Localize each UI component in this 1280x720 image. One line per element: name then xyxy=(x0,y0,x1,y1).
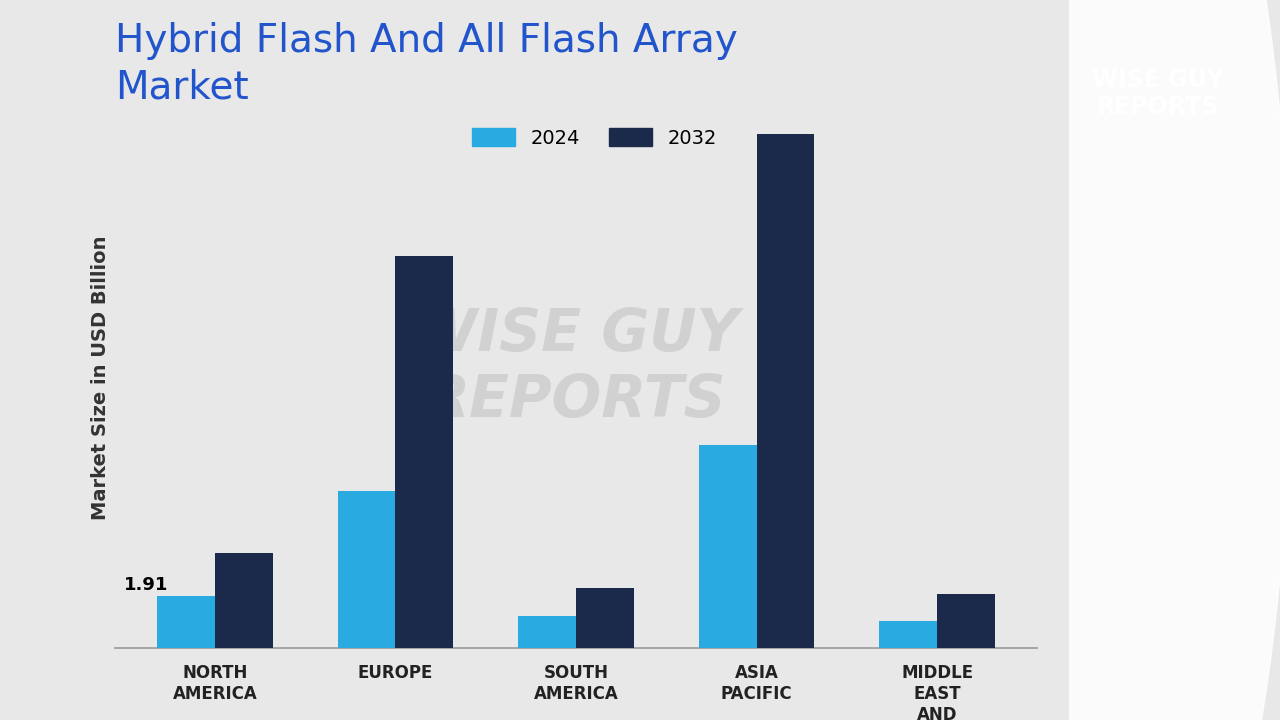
Bar xyxy=(937,594,995,648)
Circle shape xyxy=(847,0,1280,720)
Bar xyxy=(699,445,756,648)
Text: WISE GUY
REPORTS: WISE GUY REPORTS xyxy=(1092,68,1224,120)
Bar xyxy=(756,134,814,648)
Bar xyxy=(576,588,634,648)
Bar xyxy=(215,553,273,648)
Bar xyxy=(338,491,396,648)
Text: 1.91: 1.91 xyxy=(124,575,169,593)
Text: Hybrid Flash And All Flash Array
Market: Hybrid Flash And All Flash Array Market xyxy=(115,22,739,107)
Bar xyxy=(518,616,576,648)
Bar xyxy=(157,596,215,648)
Text: WISE GUY
REPORTS: WISE GUY REPORTS xyxy=(413,306,739,428)
Legend: 2024, 2032: 2024, 2032 xyxy=(465,120,724,156)
Bar xyxy=(879,621,937,648)
Bar xyxy=(396,256,453,648)
Y-axis label: Market Size in USD Billion: Market Size in USD Billion xyxy=(91,235,110,521)
